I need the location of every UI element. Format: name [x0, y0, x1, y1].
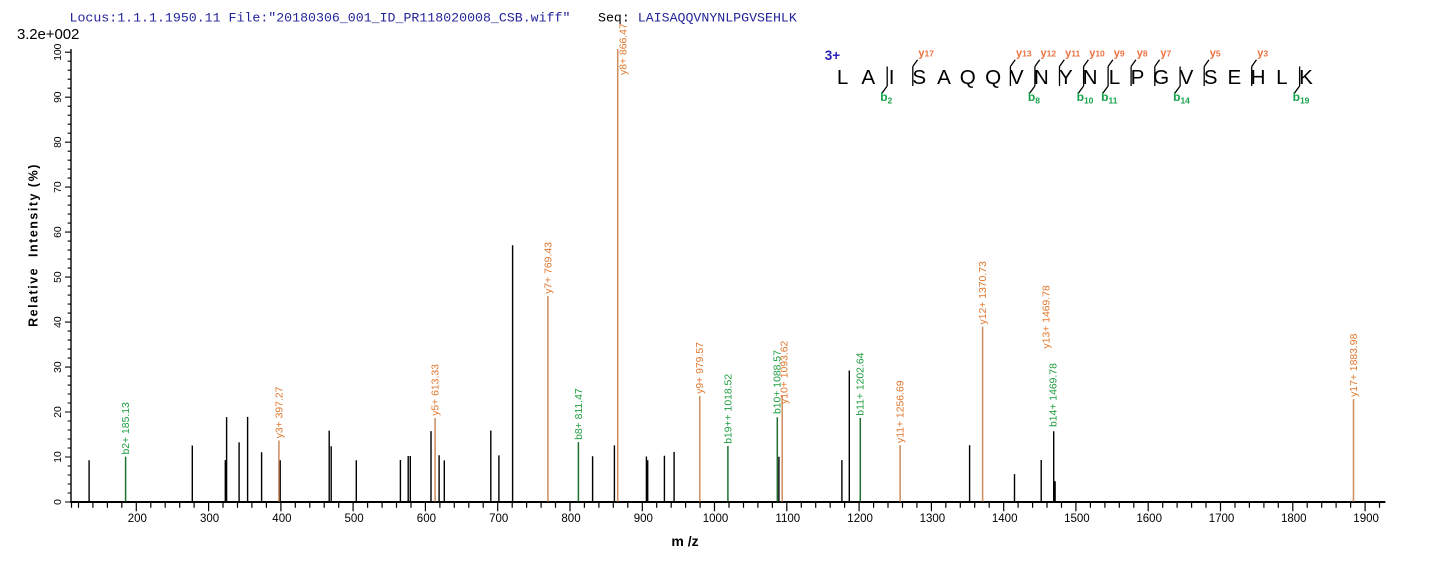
svg-text:y10: y10: [1089, 48, 1105, 60]
svg-text:G: G: [1153, 66, 1169, 89]
svg-text:S: S: [1204, 66, 1218, 89]
svg-text:y12: y12: [1041, 48, 1057, 60]
svg-text:y9+ 979.57: y9+ 979.57: [695, 342, 706, 394]
svg-text:b19++ 1018.52: b19++ 1018.52: [723, 374, 734, 444]
svg-text:1000: 1000: [703, 513, 729, 525]
svg-text:700: 700: [489, 513, 508, 525]
svg-text:y13+ 1469.78: y13+ 1469.78: [1041, 285, 1052, 348]
svg-text:y8+ 866.47: y8+ 866.47: [619, 23, 630, 75]
svg-text:N: N: [1034, 66, 1049, 89]
svg-text:V: V: [1010, 66, 1024, 89]
svg-text:y3+ 397.27: y3+ 397.27: [274, 386, 285, 438]
svg-text:1400: 1400: [992, 513, 1018, 525]
svg-text:10: 10: [53, 451, 64, 463]
svg-text:y8: y8: [1137, 48, 1148, 60]
svg-text:S: S: [912, 66, 926, 89]
svg-text:y9: y9: [1114, 48, 1125, 60]
svg-text:b11+ 1202.64: b11+ 1202.64: [856, 352, 867, 415]
svg-text:60: 60: [53, 226, 64, 238]
svg-text:H: H: [1251, 66, 1266, 89]
svg-text:L: L: [1276, 66, 1287, 89]
svg-text:I: I: [889, 66, 895, 89]
svg-text:K: K: [1299, 66, 1313, 89]
svg-text:1100: 1100: [775, 513, 800, 525]
svg-text:y7: y7: [1160, 48, 1171, 60]
svg-text:y17: y17: [918, 48, 934, 60]
svg-text:900: 900: [634, 513, 653, 525]
svg-text:P: P: [1131, 66, 1145, 89]
svg-text:80: 80: [53, 136, 64, 148]
svg-text:1300: 1300: [920, 513, 946, 525]
svg-text:600: 600: [417, 513, 436, 525]
svg-text:L: L: [837, 66, 848, 89]
svg-text:y13: y13: [1016, 48, 1032, 60]
svg-text:1200: 1200: [847, 513, 873, 525]
svg-text:3.2e+002: 3.2e+002: [17, 26, 79, 43]
svg-text:b10+ 1088.57: b10+ 1088.57: [773, 350, 784, 414]
svg-text:A: A: [861, 66, 875, 89]
svg-text:100: 100: [53, 43, 64, 60]
svg-text:90: 90: [53, 91, 64, 103]
svg-text:200: 200: [128, 513, 147, 525]
svg-text:3+: 3+: [825, 48, 841, 63]
svg-text:y7+ 769.43: y7+ 769.43: [543, 242, 554, 294]
svg-text:b14+ 1469.78: b14+ 1469.78: [1049, 363, 1060, 427]
svg-text:y17+ 1883.98: y17+ 1883.98: [1349, 333, 1360, 396]
svg-text:500: 500: [345, 513, 364, 525]
svg-text:E: E: [1228, 66, 1242, 89]
svg-text:y10+ 1093.62: y10+ 1093.62: [779, 341, 790, 404]
svg-text:V: V: [1180, 66, 1194, 89]
svg-text:y11+ 1256.69: y11+ 1256.69: [896, 380, 907, 443]
svg-text:400: 400: [272, 513, 291, 525]
svg-text:300: 300: [200, 513, 219, 525]
svg-text:Relative Intensity (%): Relative Intensity (%): [27, 163, 41, 327]
svg-text:1900: 1900: [1353, 513, 1379, 525]
svg-text:1500: 1500: [1064, 513, 1090, 525]
svg-text:70: 70: [53, 181, 64, 193]
svg-text:y3: y3: [1257, 48, 1268, 60]
svg-text:1600: 1600: [1136, 513, 1162, 525]
svg-text:0: 0: [53, 499, 64, 505]
svg-text:50: 50: [53, 271, 64, 283]
svg-text:1700: 1700: [1209, 513, 1235, 525]
svg-text:y5: y5: [1210, 48, 1221, 60]
svg-text:y5+ 613.33: y5+ 613.33: [431, 364, 442, 416]
svg-text:b8+ 811.47: b8+ 811.47: [574, 388, 585, 440]
svg-text:30: 30: [53, 361, 64, 373]
svg-text:1800: 1800: [1281, 513, 1307, 525]
svg-text:N: N: [1083, 66, 1098, 89]
svg-text:20: 20: [53, 406, 64, 418]
svg-text:Q: Q: [985, 66, 1001, 89]
svg-text:40: 40: [53, 316, 64, 328]
svg-text:L: L: [1109, 66, 1120, 89]
svg-text:Locus:1.1.1.1950.11 File:"2018: Locus:1.1.1.1950.11 File:"20180306_001_I…: [70, 11, 571, 26]
svg-text:800: 800: [561, 513, 580, 525]
svg-text:Seq: LAISAQQVNYNLPGVSEHLK: Seq: LAISAQQVNYNLPGVSEHLK: [598, 11, 797, 26]
svg-text:Q: Q: [960, 66, 976, 89]
svg-text:m /z: m /z: [671, 533, 698, 549]
svg-text:b2+ 185.13: b2+ 185.13: [121, 402, 132, 455]
svg-text:y11: y11: [1065, 48, 1080, 60]
svg-text:A: A: [937, 66, 951, 89]
svg-text:Y: Y: [1059, 66, 1073, 89]
svg-text:y12+ 1370.73: y12+ 1370.73: [978, 261, 989, 324]
